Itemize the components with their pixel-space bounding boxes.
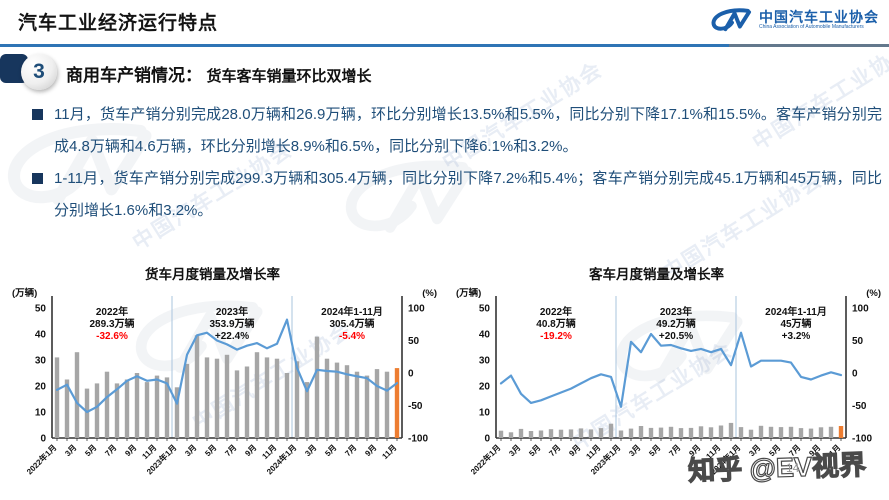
svg-text:40.8万辆: 40.8万辆 [536,317,575,330]
cam-logo-icon [711,8,752,32]
svg-text:289.3万辆: 289.3万辆 [89,317,134,330]
svg-text:(万辆): (万辆) [456,287,481,299]
svg-text:货车月度销量及增长率: 货车月度销量及增长率 [144,266,280,282]
svg-text:9月: 9月 [123,443,138,458]
bullet-item: 11月，货车产销分别完成28.0万辆和26.9万辆，环比分别增长13.5%和5.… [30,99,882,163]
svg-text:50: 50 [479,304,491,315]
section-number-badge: 3 [21,54,57,90]
svg-text:-50: -50 [852,401,867,412]
svg-text:7月: 7月 [343,443,358,458]
svg-text:5月: 5月 [527,443,542,458]
bullet-list: 11月，货车产销分别完成28.0万辆和26.9万辆，环比分别增长13.5%和5.… [30,99,882,227]
svg-text:-100: -100 [852,434,872,445]
bullet-marker-icon [32,109,43,120]
svg-text:100: 100 [408,304,425,315]
svg-text:0: 0 [484,434,490,445]
svg-text:10: 10 [35,408,47,419]
svg-text:(%): (%) [422,288,437,299]
bullet-text: 11月，货车产销分别完成28.0万辆和26.9万辆，环比分别增长13.5%和5.… [54,106,882,155]
svg-text:2024年1-11月: 2024年1-11月 [321,305,383,318]
svg-text:3月: 3月 [63,443,78,458]
svg-text:10: 10 [479,408,491,419]
svg-text:40: 40 [35,330,47,341]
svg-text:+20.5%: +20.5% [659,331,693,342]
svg-text:50: 50 [35,304,47,315]
org-name-cn: 中国汽车工业协会 [759,8,879,25]
svg-text:+3.2%: +3.2% [782,331,811,342]
svg-text:2022年: 2022年 [540,305,572,318]
svg-text:2023年: 2023年 [216,305,248,318]
svg-text:9月: 9月 [363,443,378,458]
svg-text:3月: 3月 [183,443,198,458]
svg-text:3月: 3月 [507,443,522,458]
svg-text:50: 50 [852,336,864,347]
bullet-marker-icon [32,173,43,184]
svg-text:-50: -50 [408,401,423,412]
svg-text:-5.4%: -5.4% [339,331,365,342]
svg-text:30: 30 [35,356,47,367]
svg-text:2024年1-11月: 2024年1-11月 [765,305,827,318]
svg-text:2022年1月: 2022年1月 [24,442,58,476]
svg-text:45万辆: 45万辆 [780,317,811,330]
svg-text:7月: 7月 [547,443,562,458]
svg-text:3月: 3月 [747,443,762,458]
truck-sales-chart: 货车月度销量及增长率 (万辆) (%) 0 10 20 30 40 50 -100 -50 0 50 10… [6,264,443,492]
svg-text:5月: 5月 [203,443,218,458]
svg-text:100: 100 [852,304,869,315]
svg-text:9月: 9月 [243,443,258,458]
svg-text:0: 0 [40,434,46,445]
svg-text:9月: 9月 [567,443,582,458]
section-title: 商用车产销情况： 货车客车销量环比双增长 [66,61,371,86]
svg-text:353.9万辆: 353.9万辆 [209,317,254,330]
svg-text:2022年: 2022年 [96,305,128,318]
svg-text:3月: 3月 [627,443,642,458]
svg-text:2023年: 2023年 [660,305,692,318]
svg-text:5月: 5月 [83,443,98,458]
svg-text:5月: 5月 [767,443,782,458]
svg-text:(万辆): (万辆) [12,287,37,299]
svg-text:11月: 11月 [824,443,842,461]
svg-text:3月: 3月 [303,443,318,458]
svg-text:305.4万辆: 305.4万辆 [329,317,374,330]
page-number: 14 [786,461,800,475]
svg-text:客车月度销量及增长率: 客车月度销量及增长率 [588,266,724,282]
bullet-text: 1-11月，货车产销分别完成299.3万辆和305.4万辆，同比分别下降7.2%… [54,170,882,219]
svg-text:5月: 5月 [647,443,662,458]
section-number: 3 [33,60,45,83]
svg-text:11月: 11月 [380,443,398,461]
svg-text:7月: 7月 [667,443,682,458]
svg-text:40: 40 [479,330,491,341]
svg-text:9月: 9月 [687,443,702,458]
svg-text:30: 30 [479,356,491,367]
svg-text:20: 20 [35,382,47,393]
bus-sales-chart: 客车月度销量及增长率 (万辆) (%) 0 10 20 30 40 50 -100 -50 0 50 10… [450,264,887,492]
svg-text:49.2万辆: 49.2万辆 [656,317,695,330]
svg-text:-100: -100 [408,434,428,445]
org-name-en: China Association of Automobile Manufact… [759,23,864,30]
svg-text:0: 0 [852,369,858,380]
section-title-sub: 货车客车销量环比双增长 [206,68,372,85]
bullet-item: 1-11月，货车产销分别完成299.3万辆和305.4万辆，同比分别下降7.2%… [30,163,882,227]
svg-text:7月: 7月 [103,443,118,458]
svg-text:-19.2%: -19.2% [540,331,572,342]
svg-text:9月: 9月 [807,443,822,458]
svg-text:2022年1月: 2022年1月 [468,442,502,476]
svg-text:-32.6%: -32.6% [96,331,128,342]
section-title-main: 商用车产销情况： [66,66,202,85]
svg-text:50: 50 [408,336,420,347]
svg-text:+22.4%: +22.4% [215,331,249,342]
header-divider [0,44,889,47]
svg-text:5月: 5月 [323,443,338,458]
svg-text:0: 0 [408,369,414,380]
org-logo: 中国汽车工业协会 China Association of Automobile… [707,5,879,35]
svg-text:7月: 7月 [787,443,802,458]
svg-text:20: 20 [479,382,491,393]
svg-text:7月: 7月 [223,443,238,458]
svg-text:(%): (%) [866,288,881,299]
page-title: 汽车工业经济运行特点 [18,13,219,34]
